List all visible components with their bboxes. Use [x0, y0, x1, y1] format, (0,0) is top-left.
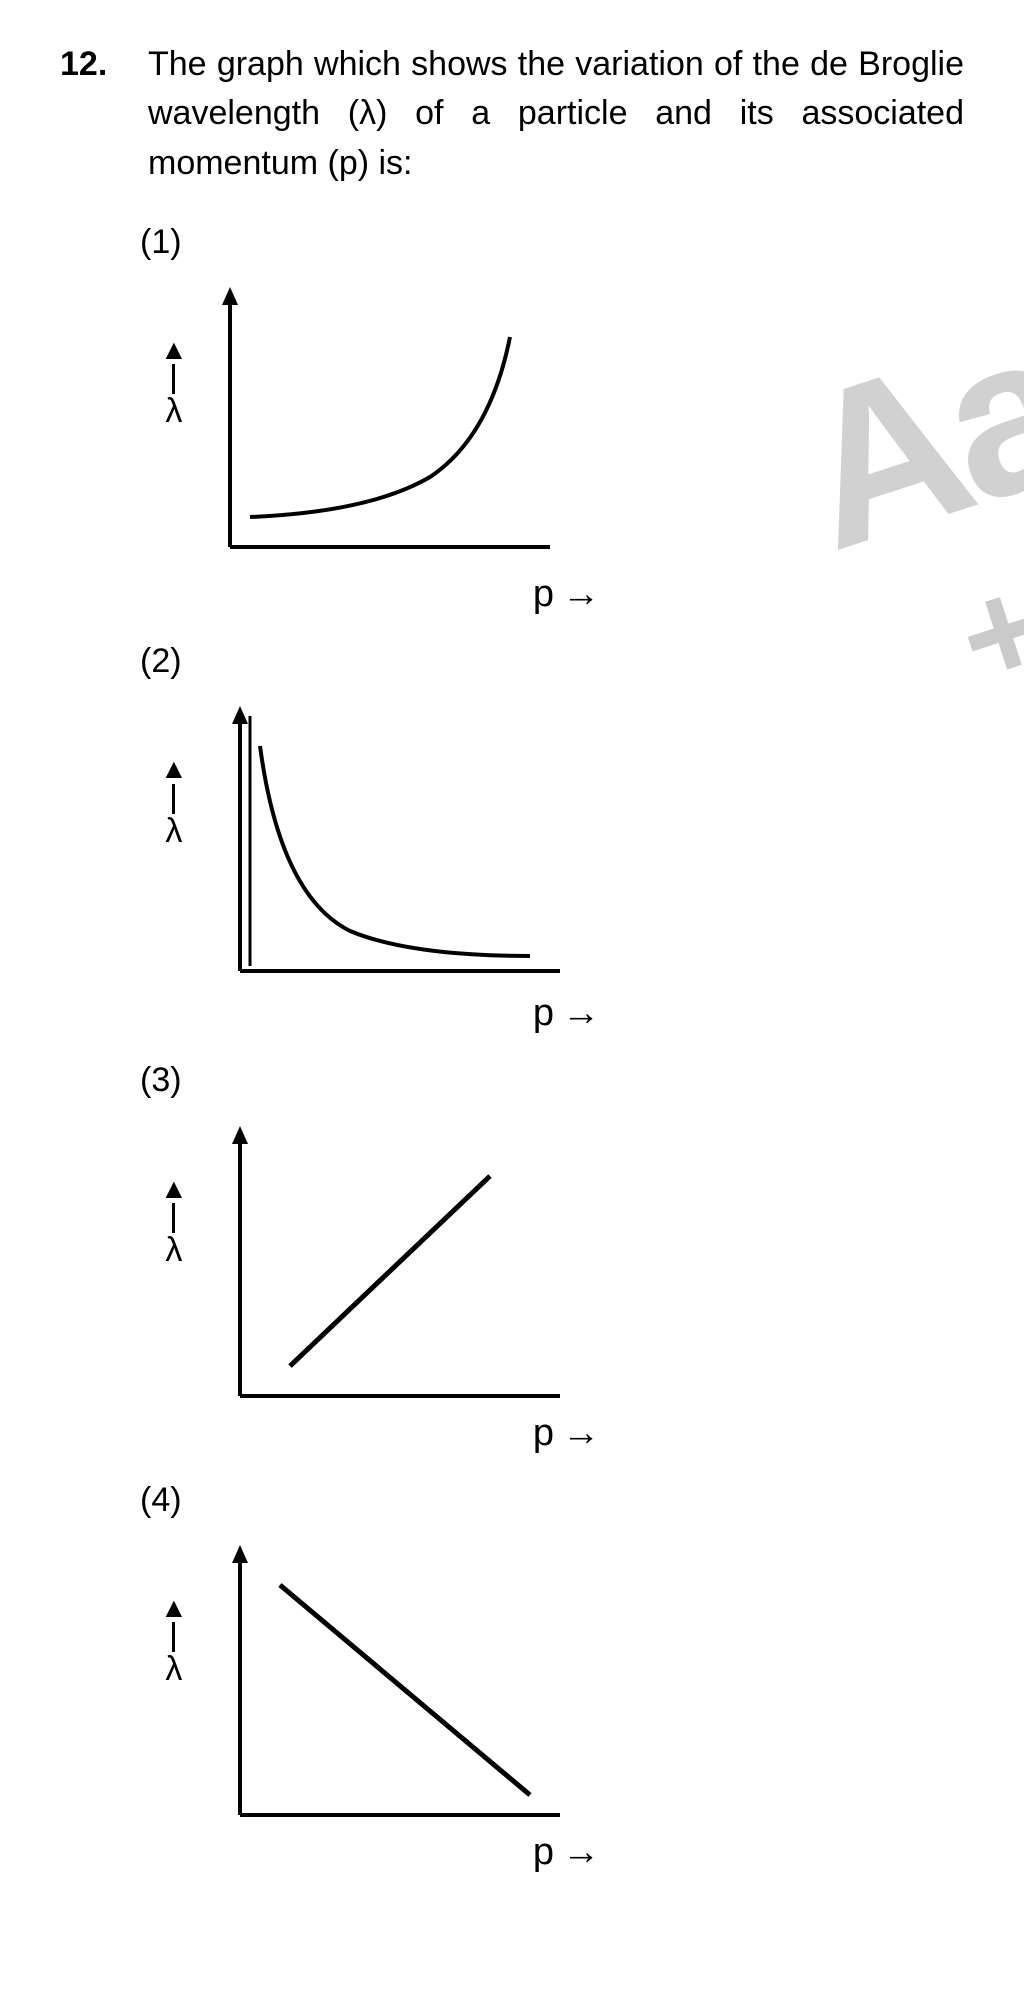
options-container: (1) ▲ λ p → (2) ▲ λ: [150, 218, 964, 1875]
x-axis-label-2: p →: [533, 986, 600, 1041]
arrow-right-icon: →: [562, 1825, 600, 1880]
option-1: (1) ▲ λ p →: [150, 218, 964, 617]
arrow-up-icon: ▲: [160, 337, 188, 362]
graph-svg-3: [190, 1116, 570, 1416]
option-3-graph: ▲ λ p →: [190, 1116, 610, 1456]
x-axis-label-1: p →: [533, 567, 600, 622]
lambda-symbol: λ: [165, 1654, 182, 1685]
arrow-right-icon: →: [562, 567, 600, 622]
option-3: (3) ▲ λ p →: [150, 1056, 964, 1455]
lambda-symbol: λ: [165, 396, 182, 427]
y-arrow-stem: [172, 784, 175, 814]
graph-svg-4: [190, 1535, 570, 1835]
lambda-symbol: λ: [165, 1235, 182, 1266]
option-2-graph: ▲ λ p →: [190, 696, 610, 1036]
question-number: 12.: [60, 40, 120, 188]
arrow-right-icon: →: [562, 1406, 600, 1461]
question-row: 12. The graph which shows the variation …: [60, 40, 964, 188]
option-1-graph: ▲ λ p →: [190, 277, 610, 617]
p-symbol: p: [533, 986, 554, 1041]
x-axis-label-3: p →: [533, 1406, 600, 1461]
x-axis-label-4: p →: [533, 1825, 600, 1880]
option-4-graph: ▲ λ p →: [190, 1535, 610, 1875]
lambda-symbol: λ: [165, 816, 182, 847]
y-axis-label-1: ▲ λ: [160, 337, 188, 427]
arrow-right-icon: →: [562, 986, 600, 1041]
p-symbol: p: [533, 567, 554, 622]
option-2-label: (2): [140, 637, 964, 686]
y-arrow-stem: [172, 364, 175, 394]
graph-svg-2: [190, 696, 570, 996]
graph-svg-1: [190, 277, 570, 577]
option-3-label: (3): [140, 1056, 964, 1105]
arrow-up-icon: ▲: [160, 1176, 188, 1201]
p-symbol: p: [533, 1825, 554, 1880]
p-symbol: p: [533, 1406, 554, 1461]
question-text: The graph which shows the variation of t…: [148, 40, 964, 188]
y-arrow-stem: [172, 1203, 175, 1233]
option-4: (4) ▲ λ p →: [150, 1476, 964, 1875]
arrow-up-icon: ▲: [160, 756, 188, 781]
y-axis-label-4: ▲ λ: [160, 1595, 188, 1685]
option-2: (2) ▲ λ p →: [150, 637, 964, 1036]
option-4-label: (4): [140, 1476, 964, 1525]
y-axis-label-2: ▲ λ: [160, 756, 188, 846]
y-axis-label-3: ▲ λ: [160, 1176, 188, 1266]
option-1-label: (1): [140, 218, 964, 267]
arrow-up-icon: ▲: [160, 1595, 188, 1620]
y-arrow-stem: [172, 1622, 175, 1652]
